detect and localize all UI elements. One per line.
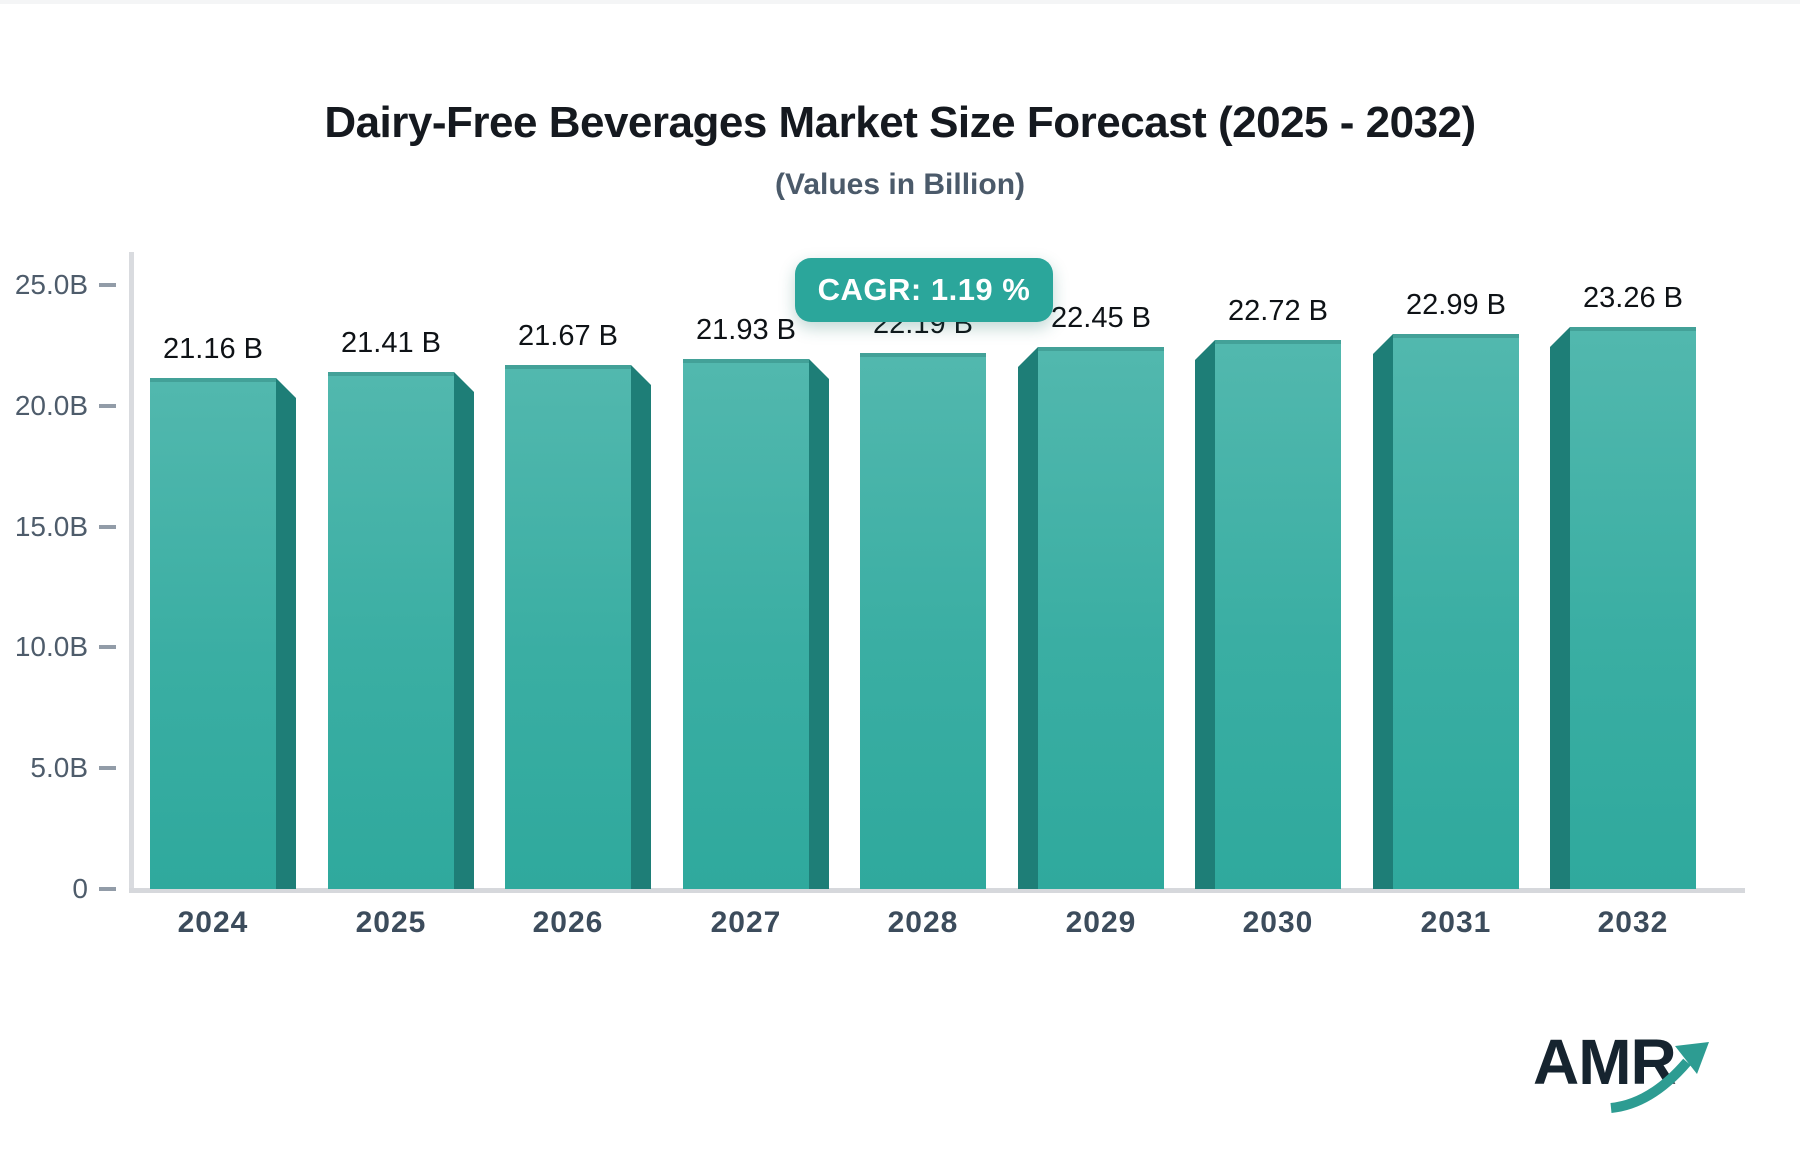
bar-value-label-2025: 21.41 B <box>341 327 441 359</box>
bar-value-label-2026: 21.67 B <box>518 320 618 352</box>
bar-side-2030 <box>1195 340 1215 889</box>
x-tick-label-2030: 2030 <box>1242 906 1314 939</box>
bar-value-label-2029: 22.45 B <box>1051 302 1151 334</box>
bar-2031 <box>1393 334 1519 889</box>
x-tick-label-2025: 2025 <box>355 906 427 939</box>
bar-2032 <box>1570 327 1696 889</box>
y-tick-dash <box>99 283 116 287</box>
bar-2027 <box>683 359 809 889</box>
y-tick-dash <box>99 766 116 770</box>
y-tick-dash <box>99 404 116 408</box>
x-tick-label-2028: 2028 <box>887 906 959 939</box>
x-axis-line <box>129 888 1745 893</box>
bar-side-2027 <box>809 359 829 889</box>
y-tick-label-0: 0 <box>72 873 88 904</box>
x-tick-label-2024: 2024 <box>177 906 249 939</box>
y-tick-label-15.0B: 15.0B <box>14 511 88 542</box>
bar-side-2026 <box>631 365 651 889</box>
bar-value-label-2027: 21.93 B <box>696 314 796 346</box>
y-tick-label-5.0B: 5.0B <box>30 752 88 783</box>
y-tick-dash <box>99 887 116 891</box>
chart-subtitle: (Values in Billion) <box>774 168 1026 201</box>
bar-2024 <box>150 378 276 889</box>
bar-2025 <box>328 372 454 889</box>
bar-value-label-2030: 22.72 B <box>1228 295 1328 327</box>
y-tick-label-20.0B: 20.0B <box>14 390 88 421</box>
cagr-badge-label: CAGR: 1.19 % <box>817 272 1031 307</box>
bar-2028 <box>860 353 986 889</box>
y-tick-label-10.0B: 10.0B <box>14 631 88 662</box>
bar-2029 <box>1038 347 1164 889</box>
amr-logo: AMR <box>1533 1030 1733 1126</box>
x-tick-label-2031: 2031 <box>1420 906 1492 939</box>
bar-value-label-2024: 21.16 B <box>163 333 263 365</box>
bar-2026 <box>505 365 631 889</box>
y-tick-dash <box>99 525 116 529</box>
y-tick-dash <box>99 645 116 649</box>
bar-side-2029 <box>1018 347 1038 889</box>
bar-value-label-2032: 23.26 B <box>1583 282 1683 314</box>
x-tick-label-2032: 2032 <box>1597 906 1669 939</box>
cagr-badge: CAGR: 1.19 % <box>795 258 1053 322</box>
amr-logo-text: AMR <box>1533 1026 1677 1098</box>
y-tick-label-25.0B: 25.0B <box>14 269 88 300</box>
x-tick-label-2026: 2026 <box>532 906 604 939</box>
bar-side-2024 <box>276 378 296 889</box>
bar-2030 <box>1215 340 1341 889</box>
x-tick-label-2029: 2029 <box>1065 906 1137 939</box>
bar-value-label-2031: 22.99 B <box>1406 289 1506 321</box>
bar-side-2025 <box>454 372 474 889</box>
y-axis-line <box>129 252 134 892</box>
chart-title: Dairy-Free Beverages Market Size Forecas… <box>324 98 1476 147</box>
growth-arrow-icon <box>1610 1042 1709 1113</box>
bar-side-2032 <box>1550 327 1570 889</box>
x-tick-label-2027: 2027 <box>710 906 782 939</box>
bar-side-2031 <box>1373 334 1393 889</box>
